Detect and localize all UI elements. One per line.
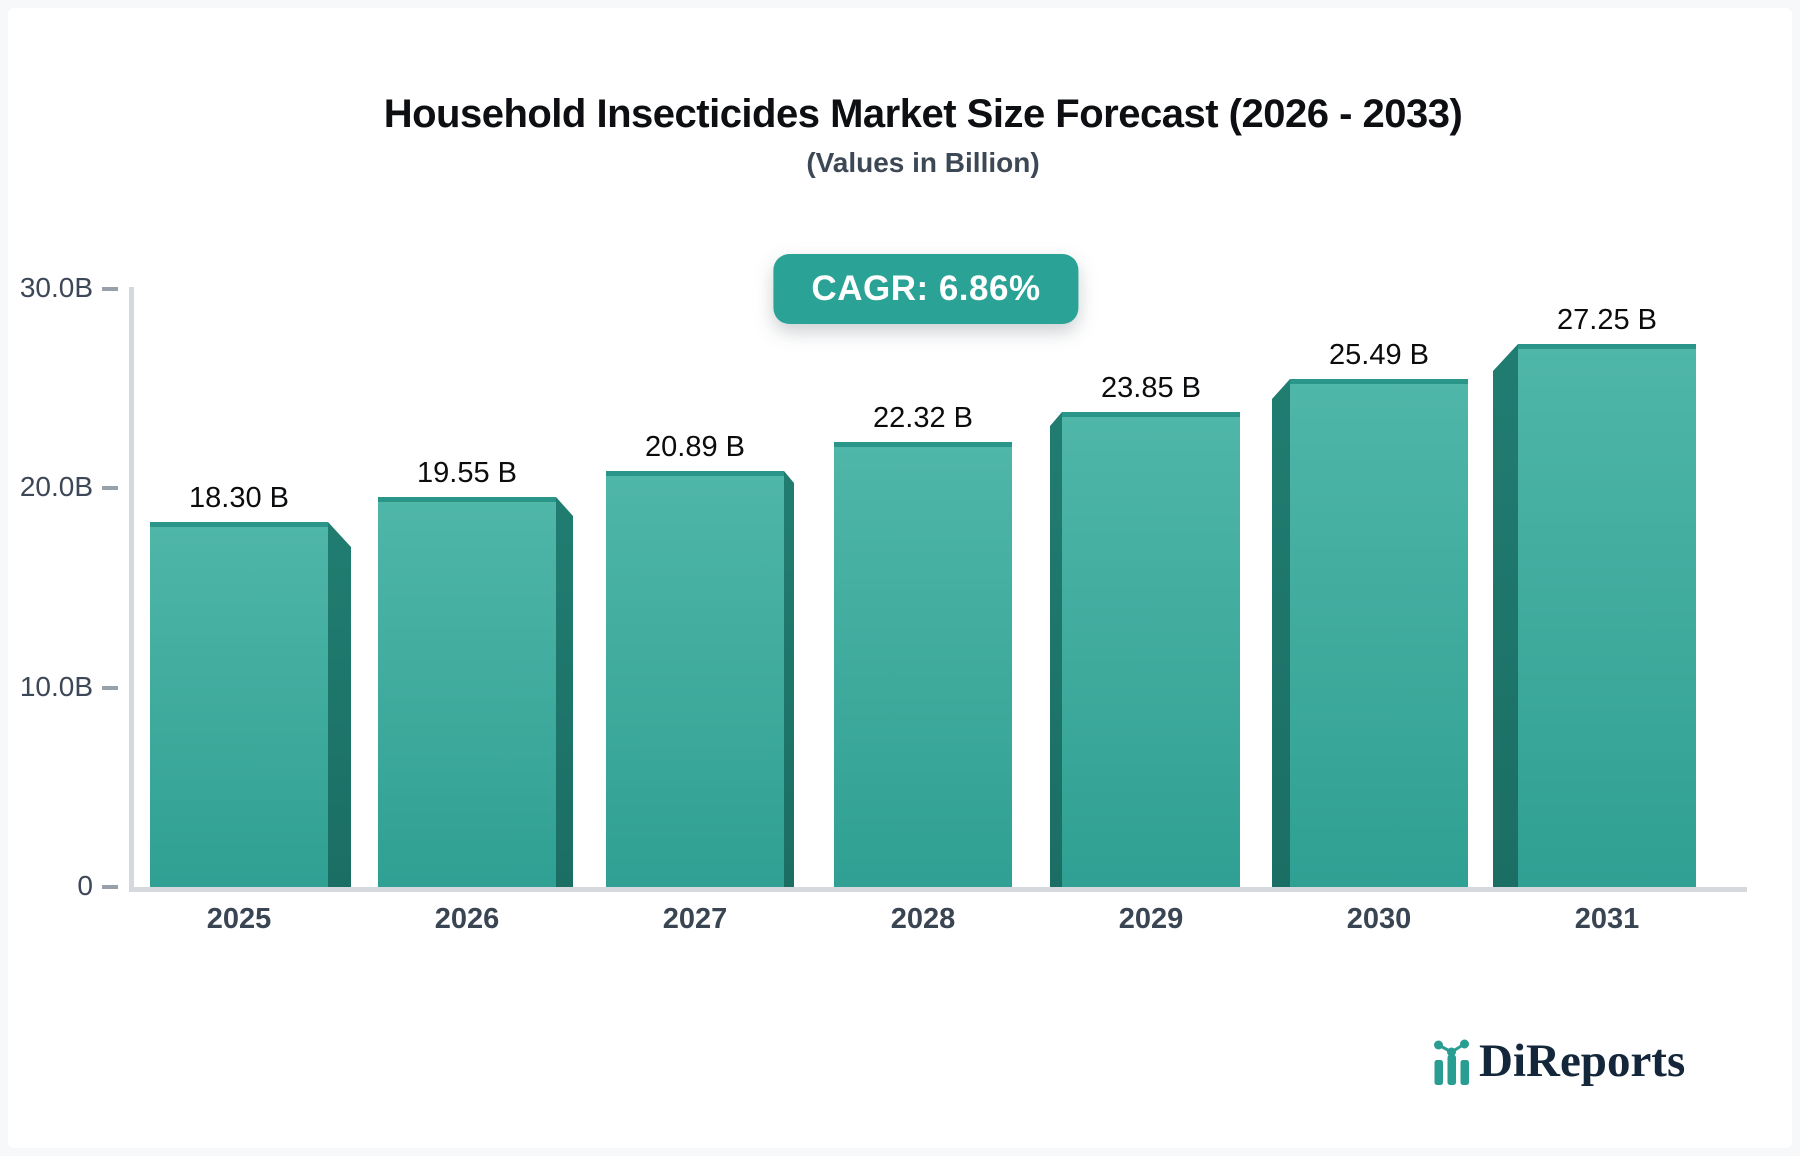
bar-face xyxy=(1062,412,1240,887)
x-axis-baseline xyxy=(129,887,1747,892)
y-tick-mark xyxy=(102,287,118,291)
y-tick-label: 0 xyxy=(77,870,93,901)
y-tick-mark xyxy=(102,885,118,889)
y-tick-mark xyxy=(102,685,118,690)
y-tick-label: 10.0B xyxy=(19,670,93,702)
x-tick-label-2026: 2026 xyxy=(434,903,500,935)
bar-side-face xyxy=(328,522,351,887)
brand-logo-text: DiReports xyxy=(1479,1035,1686,1087)
x-tick-label-2025: 2025 xyxy=(206,903,272,935)
bar-side-face xyxy=(1050,412,1062,887)
y-axis-line xyxy=(129,287,134,892)
bar-side-face xyxy=(1272,379,1290,887)
chart-title: Household Insecticides Market Size Forec… xyxy=(383,92,1463,136)
y-tick-label: 30.0B xyxy=(19,272,93,303)
bar-side-face xyxy=(556,497,573,887)
chart-subtitle: (Values in Billion) xyxy=(806,147,1040,178)
bar-face xyxy=(150,522,328,887)
bar-face xyxy=(1518,344,1696,887)
y-tick-mark xyxy=(102,486,118,491)
bar-face xyxy=(834,442,1012,887)
bar-face xyxy=(1290,379,1468,887)
bar-face xyxy=(378,497,556,887)
bar-line-chart-icon xyxy=(1434,1039,1469,1085)
bar-value-label: 23.85 B xyxy=(1101,372,1201,404)
y-tick-label: 20.0B xyxy=(19,471,93,503)
bar-face xyxy=(606,471,784,887)
bar-value-label: 27.25 B xyxy=(1557,304,1657,336)
bar-value-label: 18.30 B xyxy=(189,482,289,514)
bar-side-face xyxy=(784,471,794,887)
x-tick-label-2027: 2027 xyxy=(662,903,728,935)
x-tick-label-2030: 2030 xyxy=(1346,903,1412,935)
x-tick-label-2028: 2028 xyxy=(890,903,956,935)
bar-value-label: 20.89 B xyxy=(645,431,745,463)
cagr-badge: CAGR: 6.86% xyxy=(773,254,1079,324)
bar-side-face xyxy=(1493,344,1518,887)
x-tick-label-2029: 2029 xyxy=(1118,903,1184,935)
brand-logo: DiReports xyxy=(1433,1036,1685,1086)
bar-value-label: 19.55 B xyxy=(417,457,517,489)
bar-value-label: 22.32 B xyxy=(873,402,973,434)
x-tick-label-2031: 2031 xyxy=(1574,903,1640,935)
bar-value-label: 25.49 B xyxy=(1329,339,1429,371)
